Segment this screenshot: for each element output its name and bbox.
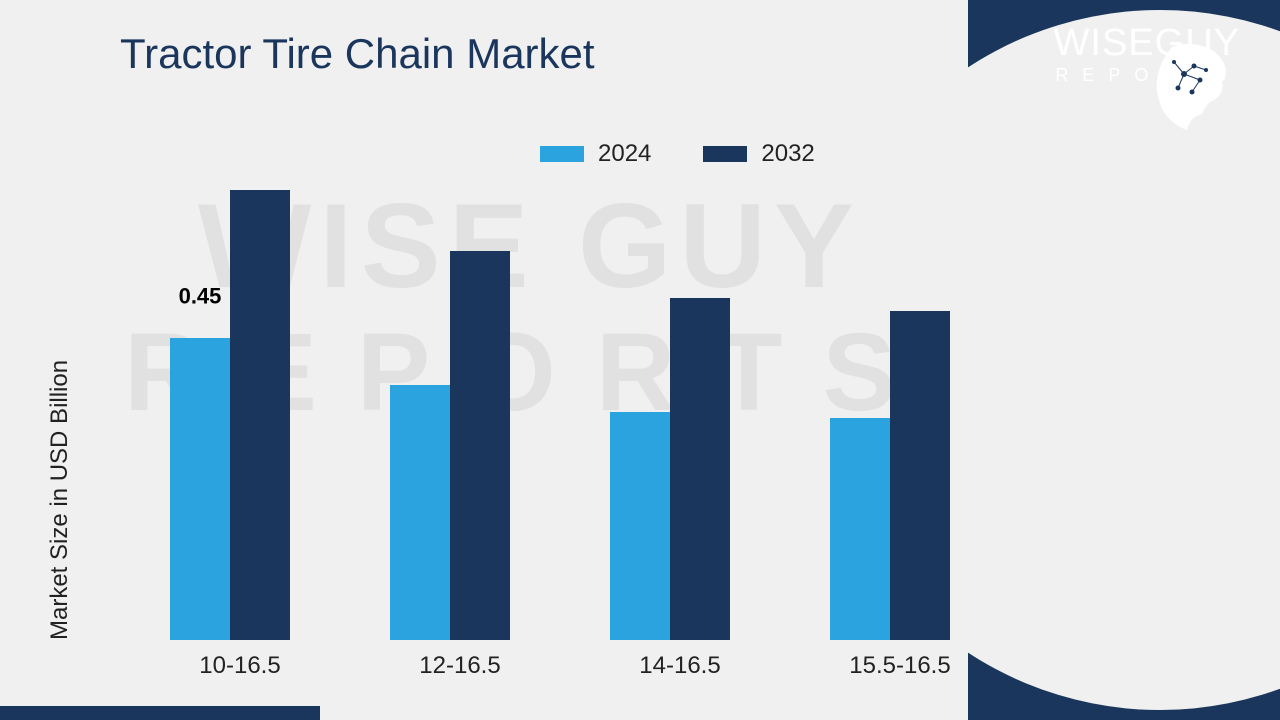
legend-swatch-2024 xyxy=(540,146,584,162)
bar-group: 0.4510-16.5 xyxy=(170,170,310,640)
chart-legend: 2024 2032 xyxy=(540,140,815,168)
x-tick-label: 15.5-16.5 xyxy=(830,640,970,680)
legend-item-2024: 2024 xyxy=(540,140,651,168)
bar-2024 xyxy=(390,385,450,640)
legend-label-2032: 2032 xyxy=(761,140,814,168)
stage: WISEGUY REPORTS Tractor Tire Chain Marke… xyxy=(0,0,1280,720)
chart-area: Market Size in USD Billion 0.4510-16.512… xyxy=(90,170,960,680)
head-icon xyxy=(1152,42,1232,132)
bar-2024 xyxy=(610,412,670,640)
bar-group: 14-16.5 xyxy=(610,170,750,640)
plot-area: 0.4510-16.512-16.514-16.515.5-16.5 xyxy=(120,170,960,640)
y-axis-label: Market Size in USD Billion xyxy=(46,360,74,640)
bar-2024 xyxy=(830,418,890,640)
page-title: Tractor Tire Chain Market xyxy=(120,30,595,78)
x-tick-label: 14-16.5 xyxy=(610,640,750,680)
bar-2032 xyxy=(890,311,950,640)
bar-2032 xyxy=(230,190,290,640)
bar-2024 xyxy=(170,338,230,640)
legend-swatch-2032 xyxy=(703,146,747,162)
legend-item-2032: 2032 xyxy=(703,140,814,168)
x-tick-label: 10-16.5 xyxy=(170,640,310,680)
bar-2032 xyxy=(450,251,510,640)
bar-group: 12-16.5 xyxy=(390,170,530,640)
footer-accent-bar xyxy=(0,706,320,720)
x-tick-label: 12-16.5 xyxy=(390,640,530,680)
legend-label-2024: 2024 xyxy=(598,140,651,168)
bar-group: 15.5-16.5 xyxy=(830,170,970,640)
bar-2032 xyxy=(670,298,730,640)
bar-value-label: 0.45 xyxy=(160,283,240,309)
brand-block: WISEGUY REPORTS xyxy=(1054,24,1240,84)
